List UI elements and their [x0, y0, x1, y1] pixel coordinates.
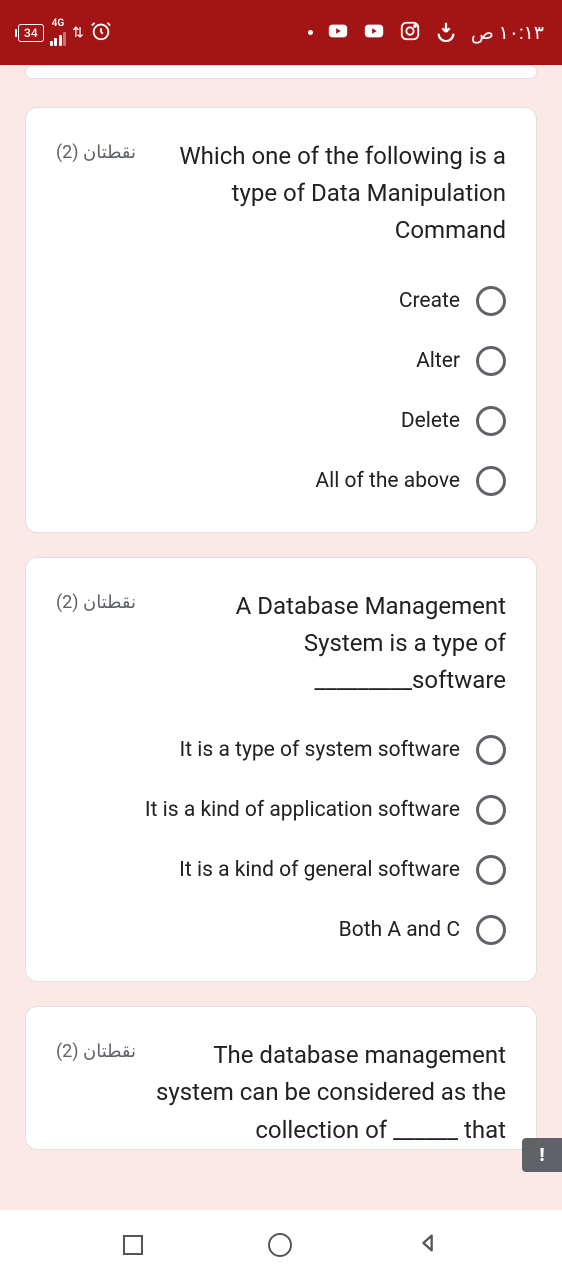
option-label: It is a kind of application software	[145, 798, 460, 822]
status-right: ١٠:١٣ ص	[308, 20, 544, 46]
radio-icon	[476, 915, 506, 945]
option-label: Create	[399, 289, 460, 313]
option-3[interactable]: Delete	[56, 406, 506, 436]
option-label: All of the above	[315, 469, 460, 493]
question-points: نقطتان (2)	[56, 1041, 136, 1149]
option-1[interactable]: Create	[56, 286, 506, 316]
notification-dot-icon	[308, 30, 313, 35]
option-label: Alter	[416, 349, 460, 373]
instagram-icon	[399, 20, 421, 46]
option-1[interactable]: It is a type of system software	[56, 735, 506, 765]
radio-icon	[476, 466, 506, 496]
question-card-1: Which one of the following is a type of …	[25, 107, 537, 533]
alarm-icon	[90, 20, 112, 46]
question-points: نقطتان (2)	[56, 592, 136, 700]
question-card-3: The database management system can be co…	[25, 1006, 537, 1150]
status-bar: 34 4G ⇅ ١٠:١٣ ص	[0, 0, 562, 65]
option-label: It is a type of system software	[180, 738, 461, 762]
radio-icon	[476, 855, 506, 885]
video-icon	[363, 20, 385, 46]
radio-icon	[476, 406, 506, 436]
navigation-bar	[0, 1210, 562, 1280]
option-4[interactable]: All of the above	[56, 466, 506, 496]
home-button[interactable]	[268, 1233, 292, 1257]
signal-bars-icon	[50, 30, 67, 46]
download-icon	[435, 20, 457, 46]
option-2[interactable]: Alter	[56, 346, 506, 376]
radio-icon	[476, 735, 506, 765]
option-label: It is a kind of general software	[179, 858, 460, 882]
clock-time: ١٠:١٣ ص	[471, 21, 544, 44]
option-label: Delete	[401, 409, 460, 433]
question-text: Which one of the following is a type of …	[154, 138, 506, 250]
data-arrows-icon: ⇅	[72, 25, 84, 41]
radio-icon	[476, 795, 506, 825]
battery-indicator: 34	[18, 24, 44, 42]
option-label: Both A and C	[339, 918, 460, 942]
previous-card-edge	[25, 65, 537, 79]
radio-icon	[476, 286, 506, 316]
network-indicator: 4G	[50, 19, 67, 46]
back-button[interactable]	[417, 1232, 439, 1258]
recent-apps-button[interactable]	[123, 1235, 143, 1255]
option-4[interactable]: Both A and C	[56, 915, 506, 945]
radio-icon	[476, 346, 506, 376]
status-left: 34 4G ⇅	[18, 19, 112, 46]
question-text: A Database Management System is a type o…	[154, 588, 506, 700]
network-type: 4G	[52, 19, 65, 29]
form-content: Which one of the following is a type of …	[0, 65, 562, 1210]
question-card-2: A Database Management System is a type o…	[25, 557, 537, 983]
option-2[interactable]: It is a kind of application software	[56, 795, 506, 825]
question-text: The database management system can be co…	[154, 1037, 506, 1149]
option-3[interactable]: It is a kind of general software	[56, 855, 506, 885]
question-points: نقطتان (2)	[56, 142, 136, 250]
youtube-icon	[327, 20, 349, 46]
feedback-button[interactable]: !	[522, 1138, 562, 1172]
